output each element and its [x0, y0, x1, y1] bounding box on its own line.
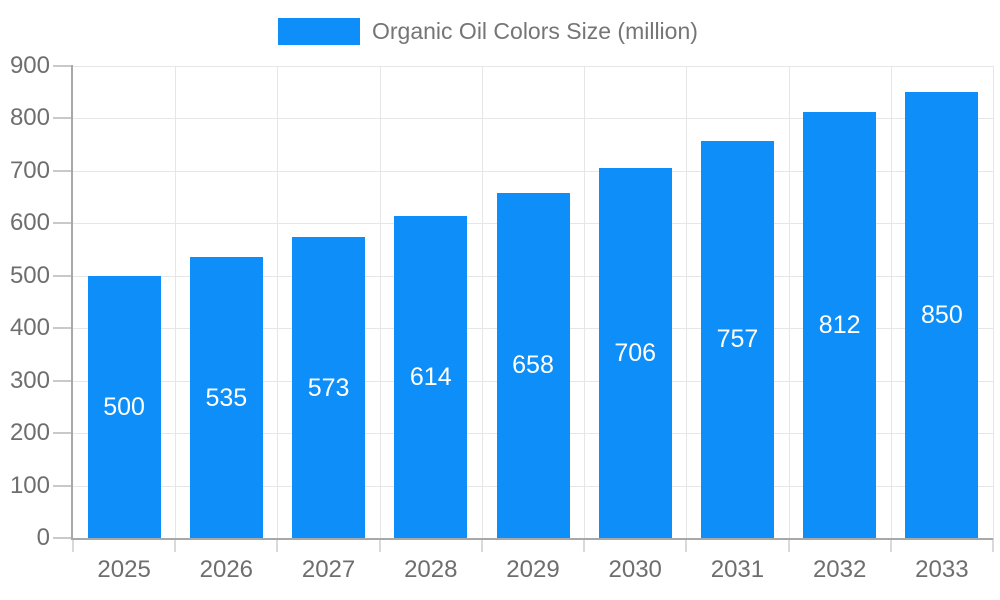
bar[interactable]	[496, 192, 570, 538]
bar[interactable]	[394, 215, 468, 538]
legend-item[interactable]: Organic Oil Colors Size (million)	[278, 18, 698, 45]
horizontal-gridline	[73, 170, 993, 172]
y-axis-label: 300	[9, 366, 50, 394]
y-axis-tick	[53, 537, 73, 539]
bar-value-label: 658	[512, 351, 554, 380]
y-axis-label: 800	[9, 104, 50, 132]
legend-label: Organic Oil Colors Size (million)	[372, 18, 698, 44]
y-axis-tick	[53, 117, 73, 120]
bar-value-label: 573	[307, 373, 350, 402]
x-axis-label: 2033	[915, 556, 969, 583]
y-axis-label: 400	[9, 314, 50, 342]
bar-value-label: 757	[716, 325, 759, 354]
x-axis-tick	[889, 538, 892, 552]
legend-swatch-icon	[278, 18, 360, 45]
y-axis-label: 100	[9, 471, 50, 499]
x-axis-label: 2030	[608, 556, 662, 583]
x-axis-line	[71, 538, 993, 540]
bar[interactable]	[598, 167, 672, 538]
vertical-gridline	[788, 66, 790, 538]
bar-value-label: 535	[205, 383, 248, 412]
vertical-gridline	[584, 66, 586, 538]
x-axis-label: 2029	[506, 556, 560, 583]
y-axis-tick	[53, 274, 73, 277]
x-axis-tick	[276, 538, 279, 552]
y-axis-label: 200	[9, 419, 50, 447]
x-axis-tick	[787, 538, 790, 552]
bar[interactable]	[905, 92, 979, 538]
x-axis-label: 2028	[404, 556, 458, 583]
x-axis-tick	[583, 538, 586, 552]
x-axis-tick	[992, 538, 994, 552]
vertical-gridline	[379, 66, 381, 538]
bar[interactable]	[803, 112, 877, 538]
x-axis-label: 2031	[710, 556, 765, 583]
bar[interactable]	[189, 257, 263, 538]
x-axis-label: 2025	[97, 556, 151, 583]
y-axis-tick	[53, 379, 73, 382]
y-axis-tick	[53, 484, 73, 487]
y-axis-tick	[53, 432, 73, 435]
x-axis-tick	[378, 538, 381, 552]
x-axis-label: 2027	[301, 556, 356, 583]
bar[interactable]	[700, 140, 774, 538]
y-axis-tick	[53, 169, 73, 172]
horizontal-gridline	[73, 66, 993, 67]
y-axis-label: 500	[9, 261, 50, 289]
vertical-gridline	[277, 66, 279, 538]
y-axis-tick	[53, 65, 73, 67]
bar-value-label: 614	[409, 362, 452, 391]
x-axis-tick	[72, 538, 74, 552]
bar-value-label: 706	[614, 338, 657, 367]
horizontal-gridline	[73, 118, 993, 120]
bar[interactable]	[87, 275, 161, 538]
x-axis-tick	[174, 538, 177, 552]
y-axis-label: 0	[36, 524, 50, 551]
vertical-gridline	[175, 66, 177, 538]
y-axis-line	[71, 65, 73, 540]
x-axis-label: 2026	[199, 556, 254, 583]
y-axis-tick	[53, 327, 73, 330]
bar-value-label: 812	[818, 311, 861, 340]
x-axis-tick	[480, 538, 483, 552]
y-axis-label: 600	[9, 209, 50, 237]
vertical-gridline	[481, 66, 483, 538]
y-axis-tick	[53, 222, 73, 225]
y-axis-label: 700	[9, 156, 50, 184]
bar-value-label: 850	[921, 301, 963, 330]
vertical-gridline	[890, 66, 892, 538]
bar-value-label: 500	[103, 392, 145, 421]
y-axis-label: 900	[9, 52, 50, 79]
vertical-gridline	[686, 66, 688, 538]
x-axis-label: 2032	[812, 556, 867, 583]
x-axis-tick	[685, 538, 688, 552]
bar[interactable]	[292, 237, 366, 538]
vertical-gridline	[993, 66, 994, 538]
